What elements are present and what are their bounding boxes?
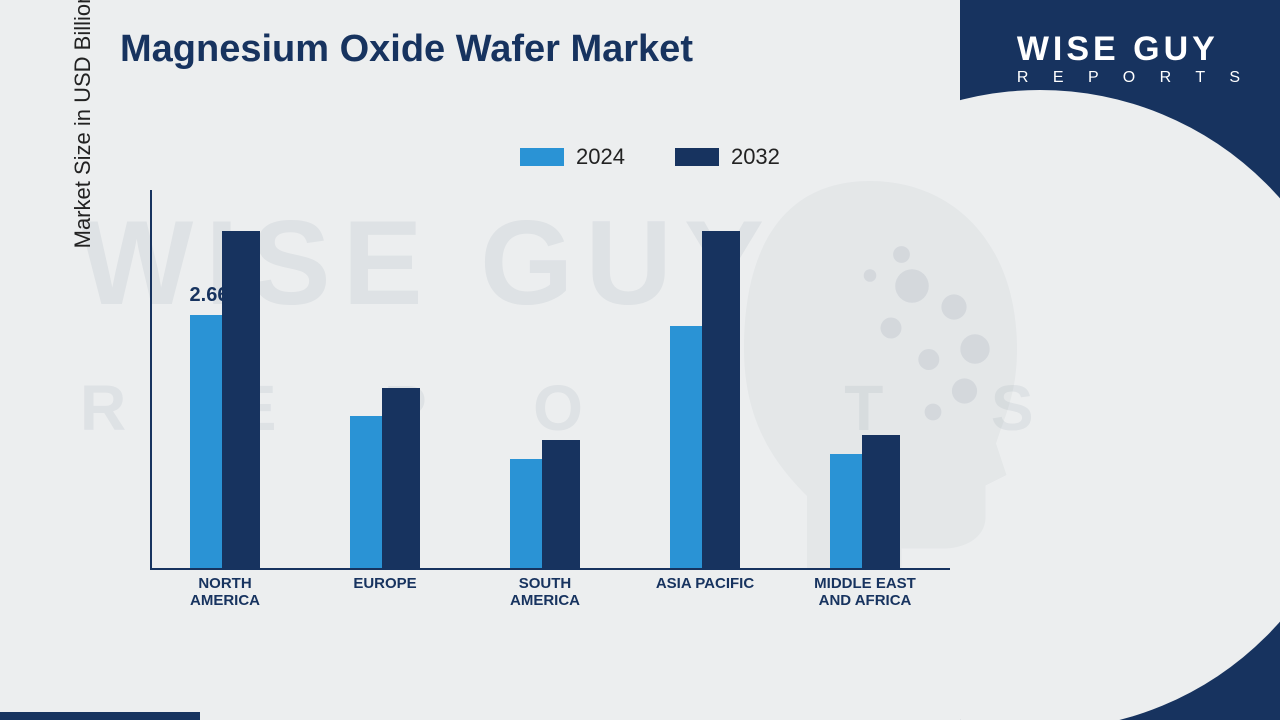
legend-label-2032: 2032 bbox=[731, 144, 780, 170]
legend-label-2024: 2024 bbox=[576, 144, 625, 170]
legend-item-2032: 2032 bbox=[675, 144, 780, 170]
legend-swatch-2024 bbox=[520, 148, 564, 166]
category-label: NORTH AMERICA bbox=[165, 576, 285, 609]
bar-2032 bbox=[862, 435, 900, 568]
bar-group: NORTH AMERICA2.66 bbox=[190, 231, 260, 568]
bar-2032 bbox=[382, 388, 420, 569]
chart-area: Market Size in USD Billion 2024 2032 NOR… bbox=[60, 150, 960, 710]
value-label: 2.66 bbox=[190, 284, 229, 307]
chart-title: Magnesium Oxide Wafer Market bbox=[120, 28, 693, 71]
legend-swatch-2032 bbox=[675, 148, 719, 166]
legend-item-2024: 2024 bbox=[520, 144, 625, 170]
bar-2032 bbox=[222, 231, 260, 568]
x-axis-line bbox=[150, 568, 950, 570]
category-label: EUROPE bbox=[325, 576, 445, 593]
bar-2032 bbox=[702, 231, 740, 568]
category-label: SOUTH AMERICA bbox=[485, 576, 605, 609]
y-axis-line bbox=[150, 190, 152, 570]
category-label: MIDDLE EAST AND AFRICA bbox=[805, 576, 925, 609]
bar-group: EUROPE bbox=[350, 388, 420, 569]
category-label: ASIA PACIFIC bbox=[645, 576, 765, 593]
bar-2032 bbox=[542, 440, 580, 568]
bar-group: MIDDLE EAST AND AFRICA bbox=[830, 435, 900, 568]
brand-line2: R E P O R T S bbox=[1017, 70, 1250, 86]
bar-group: ASIA PACIFIC bbox=[670, 231, 740, 568]
bottom-accent-bar bbox=[0, 712, 200, 720]
plot-region: NORTH AMERICA2.66 EUROPE SOUTH AMERICA ASIA… bbox=[150, 190, 950, 570]
page: WISE GUY R E P O R T S Magnesium Oxide W… bbox=[0, 0, 1280, 720]
brand-line1: WISE GUY bbox=[1017, 32, 1250, 66]
brand-logo: WISE GUY R E P O R T S bbox=[1017, 32, 1250, 86]
legend: 2024 2032 bbox=[520, 144, 780, 170]
y-axis-label: Market Size in USD Billion bbox=[70, 0, 96, 320]
bar-group: SOUTH AMERICA bbox=[510, 440, 580, 568]
